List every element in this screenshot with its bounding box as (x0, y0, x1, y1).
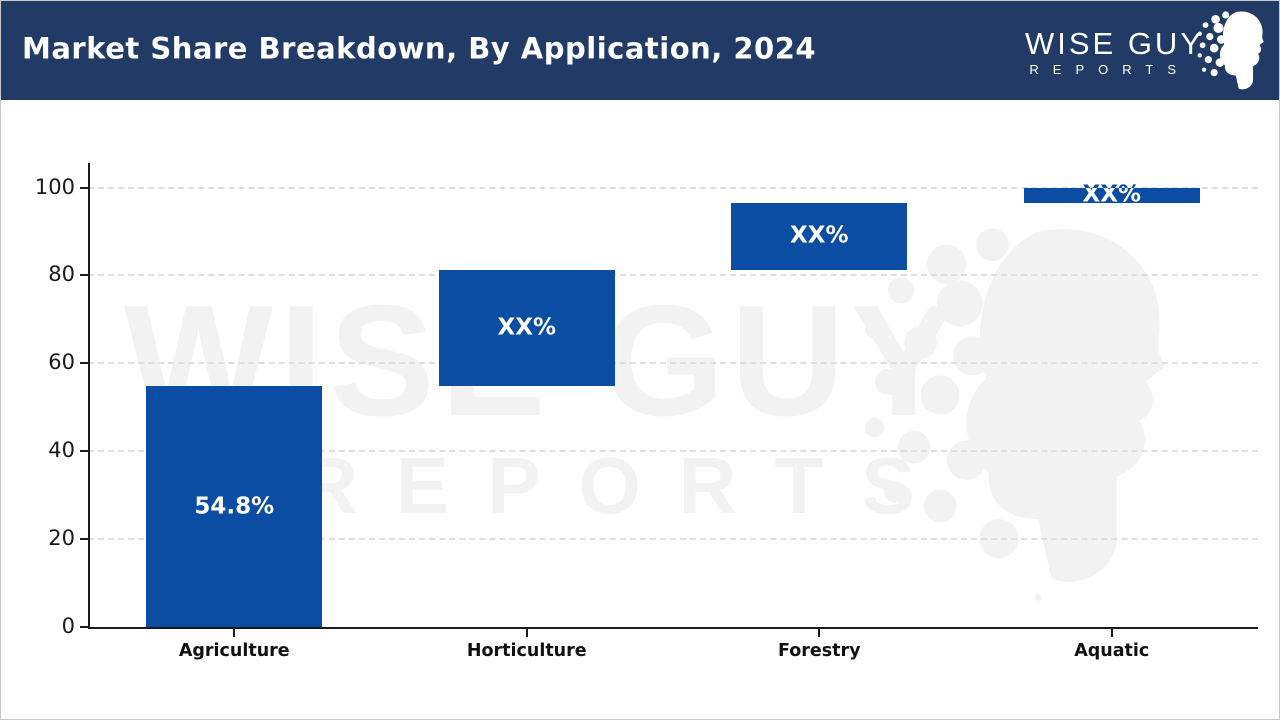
y-axis-tick-label-100: 100 (34, 174, 75, 199)
bar-segment-aquatic: XX% XX% (1023, 182, 1200, 207)
x-axis-category-label-horticulture: Horticulture (466, 641, 587, 661)
gridline-y-80 (88, 274, 1258, 277)
x-axis-category-label-agriculture: Agriculture (178, 641, 290, 661)
bar-segment-forestry: XX% XX% (731, 202, 908, 270)
x-axis-category-label-forestry: Forestry (777, 641, 861, 661)
gridline-y-20 (88, 538, 1258, 541)
bar-label-clip: XX% (731, 203, 907, 270)
bar-segment-horticulture: XX% XX% (438, 269, 615, 387)
x-axis-tick-agriculture (233, 629, 236, 637)
bar-value-label-underlay: XX% (497, 314, 557, 341)
header-band: Market Share Breakdown, By Application, … (0, 0, 1280, 100)
bar-value-label: 54.8% (194, 492, 275, 519)
watermark-face-profile-dots-icon (865, 228, 1166, 601)
y-axis-tick-label-0: 0 (61, 614, 75, 638)
y-axis-tick-0 (80, 626, 88, 628)
bar-value-label-underlay: XX% (1082, 181, 1142, 208)
bar-value-label: XX% (497, 314, 557, 341)
bar-value-label-underlay: XX% (789, 222, 849, 249)
bar-segment-agriculture: 54.8% 54.8% (146, 386, 323, 627)
gridline-y-40 (88, 450, 1258, 453)
y-axis-tick-40 (80, 450, 88, 453)
bar-label-clip: 54.8% (146, 386, 322, 627)
logo-subtext: REPORTS (1029, 62, 1190, 77)
y-axis-tick-label-60: 60 (48, 350, 75, 375)
bar-value-label: XX% (1082, 187, 1142, 203)
y-axis-tick-label-40: 40 (48, 438, 75, 463)
x-axis-tick-aquatic (1110, 629, 1113, 637)
gridline-y-60 (88, 362, 1258, 365)
y-axis-tick-20 (80, 538, 88, 541)
logo-wordmark: WISE GUY (1024, 26, 1204, 61)
face-profile-dots-icon (1197, 11, 1264, 90)
y-axis-line (88, 163, 90, 629)
y-axis-tick-label-80: 80 (48, 262, 75, 287)
y-axis-tick-80 (80, 274, 88, 277)
y-axis-tick-100 (80, 186, 88, 189)
gridline-y-100 (88, 186, 1258, 189)
bar-value-label: XX% (789, 222, 849, 249)
x-axis-line (88, 627, 1258, 629)
x-axis-tick-forestry (818, 629, 821, 637)
page-title: Market Share Breakdown, By Application, … (22, 31, 817, 66)
x-axis-category-label-aquatic: Aquatic (1074, 641, 1150, 661)
x-axis-tick-horticulture (525, 629, 528, 637)
y-axis-tick-label-20: 20 (48, 526, 75, 551)
watermark-subtext: REPORTS (300, 441, 953, 530)
bar-label-clip: XX% (439, 270, 615, 386)
wise-guy-reports-logo: WISE GUY REPORTS (1016, 0, 1266, 100)
bar-value-label-underlay: 54.8% (194, 492, 275, 519)
y-axis-tick-60 (80, 362, 88, 365)
bar-label-clip: XX% (1024, 188, 1200, 203)
